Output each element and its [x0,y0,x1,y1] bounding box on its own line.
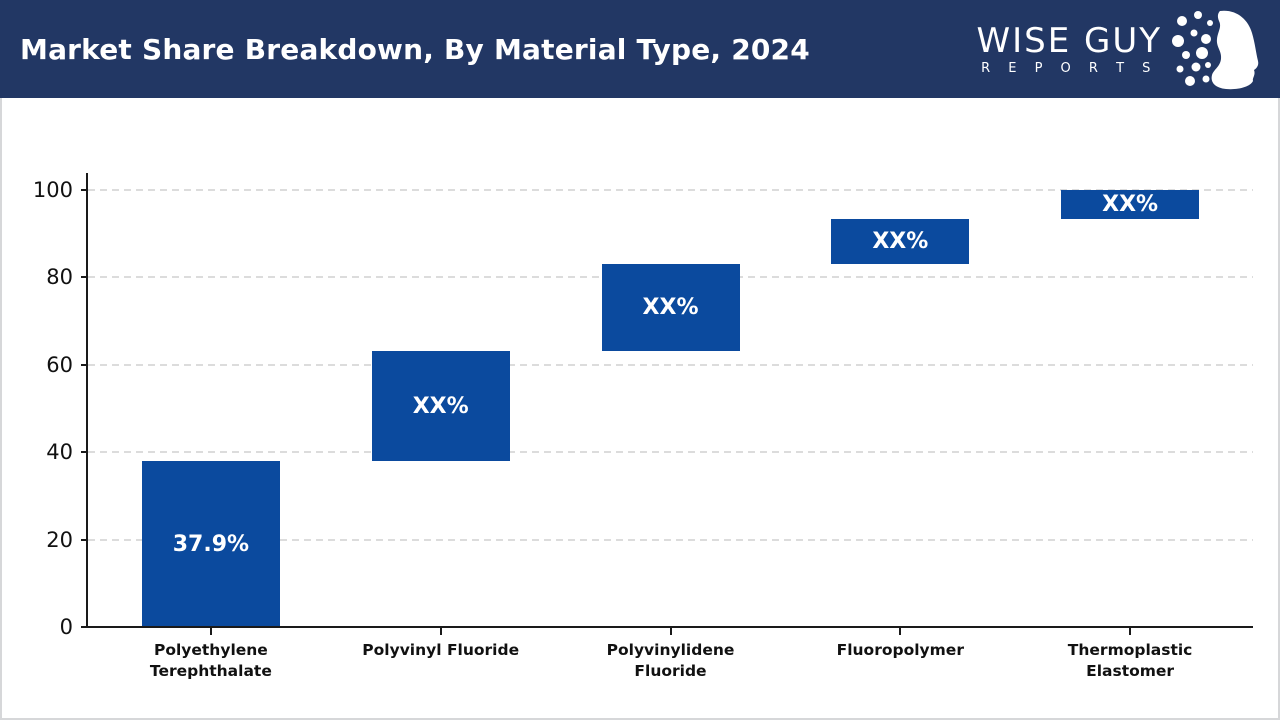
x-axis-tick [669,628,672,635]
wiseguy-logo: WISE GUY R E P O R T S [976,7,1260,91]
bar-value-label: XX% [642,295,699,321]
y-axis-tick [81,188,88,191]
category-label-line: Polyethylene [153,641,268,659]
y-axis-tick-label: 0 [59,615,73,639]
y-axis-tick [81,451,88,454]
logo-subtitle: R E P O R T S [981,60,1158,76]
y-axis-tick-label: 60 [46,352,73,377]
category-label-line: Terephthalate [149,662,272,680]
bar-segment: XX% [1061,189,1200,220]
x-axis-tick [439,628,442,635]
bar-value-label: XX% [412,393,469,419]
y-axis-tick-label: 100 [32,177,73,202]
bar-segment: XX% [601,263,740,352]
x-axis-tick [899,628,902,635]
y-axis-tick-label: 40 [46,440,73,465]
y-gridline [88,538,1253,541]
x-axis-category-label: Fluoropolymer [837,640,964,661]
bar-value-label: XX% [872,229,929,255]
header-bar: Market Share Breakdown, By Material Type… [0,0,1280,98]
bar-segment: XX% [371,351,510,462]
bar-segment: XX% [831,219,970,264]
bar-value-label: 37.9% [172,531,250,557]
y-gridline [88,188,1253,191]
y-axis-tick [81,538,88,541]
x-axis-tick [1129,628,1132,635]
x-axis-tick [209,628,212,635]
category-label-line: Thermoplastic [1067,641,1193,659]
category-label-line: Elastomer [1086,662,1175,680]
y-axis-tick [81,626,88,628]
y-gridline [88,451,1253,454]
y-axis-spine [86,173,88,628]
x-axis-spine [86,626,1253,628]
x-axis-category-label: Polyethylene Terephthalate [150,640,272,682]
logo-head-icon [1172,10,1259,90]
bar-value-label: XX% [1102,191,1159,217]
x-axis-category-label: Polyvinyl Fluoride [362,640,519,661]
category-label-line: Fluoride [634,662,707,680]
bar-segment: 37.9% [141,461,280,627]
category-label-line: Fluoropolymer [836,641,964,659]
page-title: Market Share Breakdown, By Material Type… [20,32,810,66]
y-axis-tick [81,276,88,279]
y-axis-tick-label: 20 [46,527,73,552]
logo-wordmark: WISE GUY [976,20,1162,61]
category-label-line: Polyvinyl Fluoride [362,641,520,659]
category-label-line: Polyvinylidene [606,641,735,659]
x-axis-category-label: Thermoplastic Elastomer [1068,640,1193,682]
y-gridline [88,363,1253,366]
y-axis-tick-label: 80 [46,265,73,290]
y-axis-tick [81,363,88,366]
x-axis-category-label: Polyvinylidene Fluoride [607,640,735,682]
